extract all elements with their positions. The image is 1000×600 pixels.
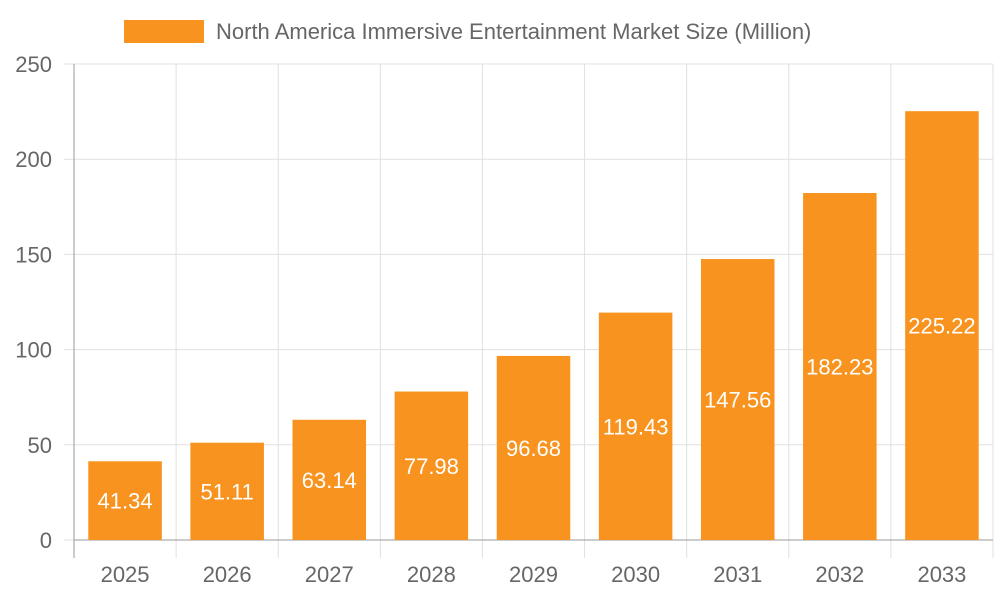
bar [905, 111, 979, 540]
x-tick-label: 2026 [203, 562, 252, 587]
data-label: 63.14 [302, 468, 357, 493]
legend[interactable]: North America Immersive Entertainment Ma… [124, 19, 811, 44]
x-tick-label: 2031 [713, 562, 762, 587]
x-tick-label: 2030 [611, 562, 660, 587]
bar [88, 461, 162, 540]
data-label: 225.22 [908, 314, 975, 339]
data-label: 147.56 [704, 388, 771, 413]
y-tick-label: 0 [40, 528, 52, 553]
y-tick-label: 50 [28, 433, 52, 458]
x-tick-label: 2027 [305, 562, 354, 587]
x-tick-label: 2025 [101, 562, 150, 587]
data-label: 77.98 [404, 454, 459, 479]
data-label: 41.34 [98, 489, 153, 514]
legend-label: North America Immersive Entertainment Ma… [216, 19, 811, 44]
data-label: 119.43 [603, 414, 669, 439]
bar [700, 259, 775, 540]
x-tick-label: 2028 [407, 562, 456, 587]
x-tick-label: 2033 [917, 562, 966, 587]
legend-swatch [124, 20, 204, 43]
bar [496, 355, 571, 540]
bars [88, 111, 979, 541]
data-label: 96.68 [506, 436, 561, 461]
y-tick-label: 100 [15, 338, 52, 363]
y-tick-label: 250 [15, 52, 52, 77]
x-tick-label: 2029 [509, 562, 558, 587]
y-tick-label: 150 [15, 242, 52, 267]
x-tick-label: 2032 [815, 562, 864, 587]
y-tick-label: 200 [15, 147, 52, 172]
data-label: 182.23 [806, 355, 873, 380]
bar [394, 391, 469, 540]
bar [803, 193, 877, 541]
bar [598, 312, 673, 540]
labels: 0 50 100 150 200 250 41.34 2025 51.11 2026 63.14 20… [15, 52, 975, 587]
bar [292, 419, 367, 540]
bar [190, 442, 264, 540]
data-label: 51.11 [200, 479, 253, 504]
